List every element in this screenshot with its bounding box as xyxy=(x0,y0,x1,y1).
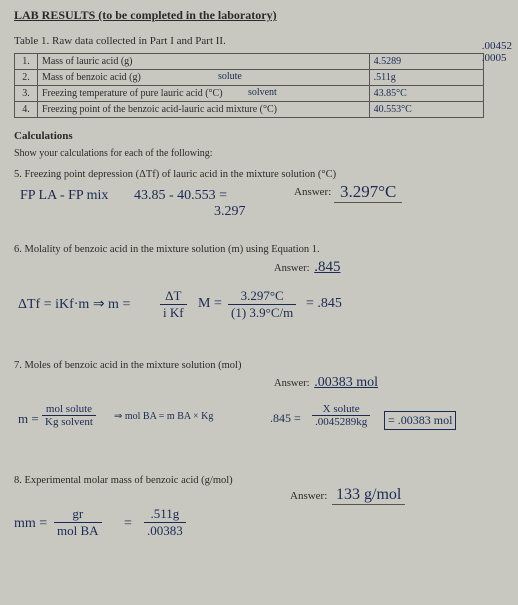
q7-answer-line: Answer: .00383 mol xyxy=(274,375,504,391)
q7-calc-rhs: = .00383 mol xyxy=(384,411,456,430)
table-row: 3. Freezing temperature of pure lauric a… xyxy=(15,86,484,102)
q7-lhs: m = xyxy=(18,411,39,427)
row-desc: Freezing temperature of pure lauric acid… xyxy=(37,86,369,102)
q8-block: Answer: 133 g/mol mm = gr mol BA = .511g… xyxy=(14,490,504,550)
q8-frac1: gr mol BA xyxy=(54,506,102,539)
margin-note-b: .0005 xyxy=(482,52,512,64)
q8-answer-label: Answer: xyxy=(290,490,327,502)
q8-frac1-bot: mol BA xyxy=(54,523,102,539)
q6-frac2-top: 3.297°C xyxy=(228,288,296,305)
table-title: Table 1. Raw data collected in Part I an… xyxy=(14,35,504,47)
row-val: 43.85°C xyxy=(369,86,484,102)
q7-frac1-bot: Kg solvent xyxy=(42,416,96,428)
q5-work: FP LA - FP mix 43.85 - 40.553 = 3.297 An… xyxy=(14,184,504,234)
table-row: 4. Freezing point of the benzoic acid-la… xyxy=(15,102,484,118)
q8-frac2-top: .511g xyxy=(144,506,186,523)
row-num: 3. xyxy=(15,86,38,102)
question-5: 5. Freezing point depression (ΔTf) of la… xyxy=(14,169,504,180)
margin-notes: .00452 .0005 xyxy=(482,40,512,64)
row-num: 4. xyxy=(15,102,38,118)
q5-answer-label: Answer: xyxy=(294,186,331,198)
q7-calc-lhs: .845 = xyxy=(270,411,301,426)
row-note: solute xyxy=(218,71,242,82)
q7-calc-frac-bot: .0045289kg xyxy=(312,416,370,428)
q6-frac1-bot: i Kf xyxy=(160,305,187,321)
q8-lhs: mm = xyxy=(14,516,47,532)
q6-answer: .845 xyxy=(312,259,342,275)
q6-mid: M = xyxy=(198,296,222,312)
q8-frac1-top: gr xyxy=(54,506,102,523)
q8-eq: = xyxy=(124,516,132,532)
q5-work-expr: 43.85 - 40.553 = xyxy=(134,188,227,204)
q6-lhs: ΔTf = iKf·m ⇒ m = xyxy=(18,296,130,313)
table-row: 1. Mass of lauric acid (g) 4.5289 xyxy=(15,54,484,70)
q7-calc-frac-top: X solute xyxy=(312,403,370,416)
q6-rhs: = .845 xyxy=(306,296,342,312)
q7-answer-label: Answer: xyxy=(274,378,310,389)
q6-answer-label: Answer: xyxy=(274,263,310,274)
row-desc: Mass of benzoic acid (g) solute xyxy=(37,70,369,86)
q6-frac2-bot: (1) 3.9°C/m xyxy=(228,305,296,321)
q6-work: ΔTf = iKf·m ⇒ m = ΔT i Kf M = 3.297°C (1… xyxy=(14,280,504,350)
row-num: 1. xyxy=(15,54,38,70)
q6-frac1: ΔT i Kf xyxy=(160,288,187,321)
q7-frac1-top: mol solute xyxy=(42,403,96,416)
question-7: 7. Moles of benzoic acid in the mixture … xyxy=(14,360,504,371)
data-table: 1. Mass of lauric acid (g) 4.5289 2. Mas… xyxy=(14,53,484,118)
page-header: LAB RESULTS (to be completed in the labo… xyxy=(14,8,504,23)
q6-frac1-top: ΔT xyxy=(160,288,187,305)
q8-frac2-bot: .00383 xyxy=(144,523,186,539)
row-val: 40.553°C xyxy=(369,102,484,118)
q8-frac2: .511g .00383 xyxy=(144,506,186,539)
row-val: .511g xyxy=(369,70,484,86)
q6-frac2: 3.297°C (1) 3.9°C/m xyxy=(228,288,296,321)
row-num: 2. xyxy=(15,70,38,86)
q7-work: m = mol solute Kg solvent ⇒ mol BA = m B… xyxy=(14,395,504,465)
table-row: 2. Mass of benzoic acid (g) solute .511g xyxy=(15,70,484,86)
row-note: solvent xyxy=(248,87,277,98)
row-val: 4.5289 xyxy=(369,54,484,70)
q5-work-result: 3.297 xyxy=(214,204,246,220)
q7-answer: .00383 mol xyxy=(312,375,380,390)
question-8: 8. Experimental molar mass of benzoic ac… xyxy=(14,475,504,486)
row-desc: Mass of lauric acid (g) xyxy=(37,54,369,70)
q5-answer: 3.297°C xyxy=(334,182,402,203)
q7-frac1: mol solute Kg solvent xyxy=(42,403,96,428)
row-desc: Freezing point of the benzoic acid-lauri… xyxy=(37,102,369,118)
calc-instructions: Show your calculations for each of the f… xyxy=(14,148,504,159)
q6-answer-line: Answer: .845 xyxy=(274,259,504,276)
calc-heading: Calculations xyxy=(14,130,504,142)
margin-note-a: .00452 xyxy=(482,40,512,52)
q8-answer: 133 g/mol xyxy=(332,486,405,505)
q7-calc-frac: X solute .0045289kg xyxy=(312,403,370,428)
question-6: 6. Molality of benzoic acid in the mixtu… xyxy=(14,244,504,255)
q5-work-lhs: FP LA - FP mix xyxy=(20,188,108,204)
q7-mid: ⇒ mol BA = m BA × Kg xyxy=(114,411,213,422)
